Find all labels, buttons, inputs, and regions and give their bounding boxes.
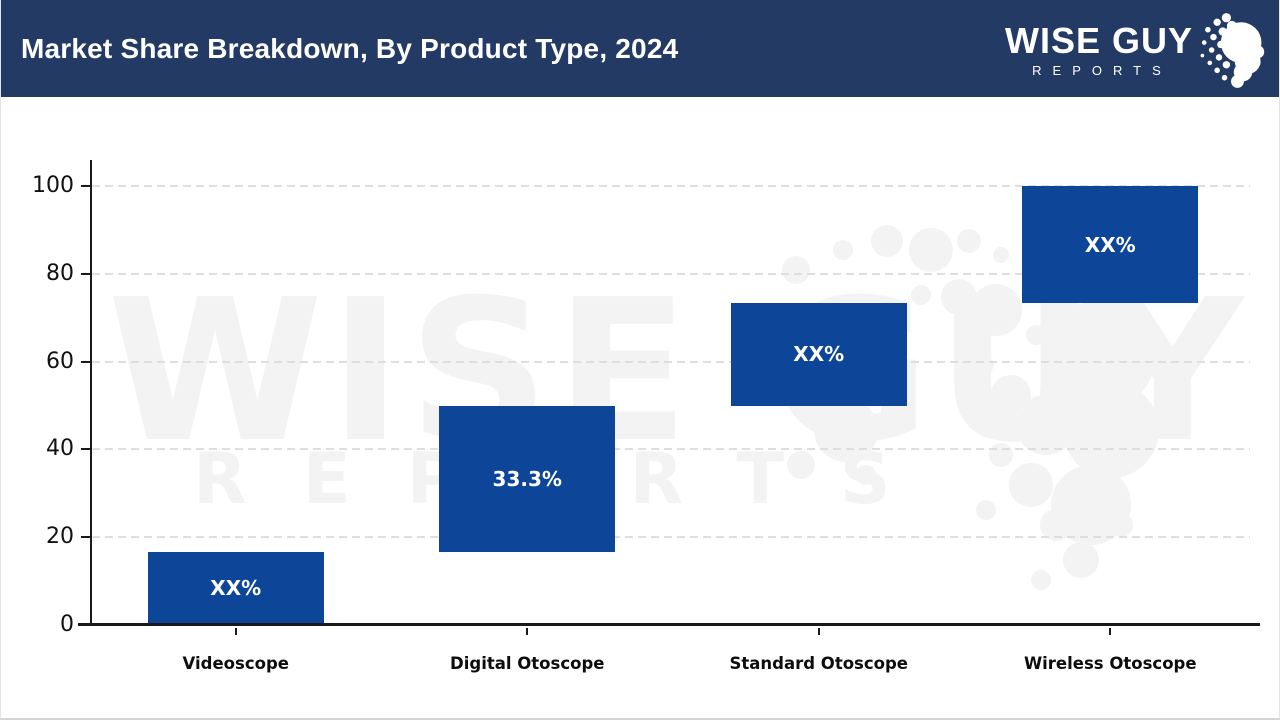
dotted-head-icon (1200, 13, 1265, 88)
bar-videoscope: XX% (147, 551, 324, 625)
logo-sub-line: REPORTS (1032, 63, 1172, 78)
logo-name-line: WISE GUY (1004, 20, 1193, 61)
bar-value-label-wireless-otoscope: XX% (1084, 232, 1136, 257)
bar-value-label-digital-otoscope: 33.3% (492, 466, 562, 491)
x-axis-tick-videoscope (234, 628, 237, 635)
y-axis-tick-40 (81, 448, 90, 451)
header-bar: Market Share Breakdown, By Product Type,… (1, 0, 1279, 97)
page-title: Market Share Breakdown, By Product Type,… (21, 32, 679, 64)
bar-wireless-otoscope: XX% (1022, 186, 1199, 304)
y-axis-tick-80 (81, 272, 90, 275)
bar-value-label-standard-otoscope: XX% (793, 342, 845, 367)
x-axis-label-standard-otoscope: Standard Otoscope (729, 654, 908, 673)
bar-standard-otoscope: XX% (730, 303, 907, 406)
y-axis-tick-label-80: 80 (46, 260, 74, 286)
logo-text: WISE GUY REPORTS (1004, 20, 1193, 79)
y-axis-tick-100 (81, 185, 90, 187)
x-axis-line (78, 623, 1260, 626)
y-axis-tick-label-20: 20 (46, 524, 74, 550)
x-axis-label-videoscope: Videoscope (182, 654, 289, 673)
y-axis-tick-label-0: 0 (60, 612, 74, 637)
bar-value-label-videoscope: XX% (210, 576, 262, 601)
gridline-20 (92, 536, 1250, 539)
y-axis-tick-label-40: 40 (46, 436, 74, 462)
wise-guy-reports-logo: WISE GUY REPORTS (1005, 8, 1267, 92)
y-axis-tick-60 (81, 360, 90, 363)
y-axis-tick-0 (81, 624, 90, 626)
y-axis-tick-label-60: 60 (46, 348, 74, 374)
x-axis-tick-wireless-otoscope (1109, 628, 1112, 635)
y-axis-tick-label-100: 100 (32, 173, 74, 198)
gridline-60 (92, 360, 1250, 363)
watermark-head-dots (782, 225, 1159, 590)
gridline-40 (92, 448, 1250, 451)
plot-area: 0 20 40 60 80 100 XX% Videoscope 33.3% Digital Ot… (32, 160, 1260, 673)
x-axis-label-wireless-otoscope: Wireless Otoscope (1023, 654, 1197, 673)
bar-digital-otoscope: 33.3% (439, 405, 616, 552)
x-axis-label-digital-otoscope: Digital Otoscope (450, 654, 605, 673)
gridline-80 (92, 272, 1250, 275)
gridline-100 (92, 185, 1250, 187)
y-axis-line (90, 160, 92, 626)
y-axis-tick-20 (81, 536, 90, 539)
x-axis-tick-digital-otoscope (526, 628, 529, 635)
x-axis-tick-standard-otoscope (817, 628, 820, 635)
